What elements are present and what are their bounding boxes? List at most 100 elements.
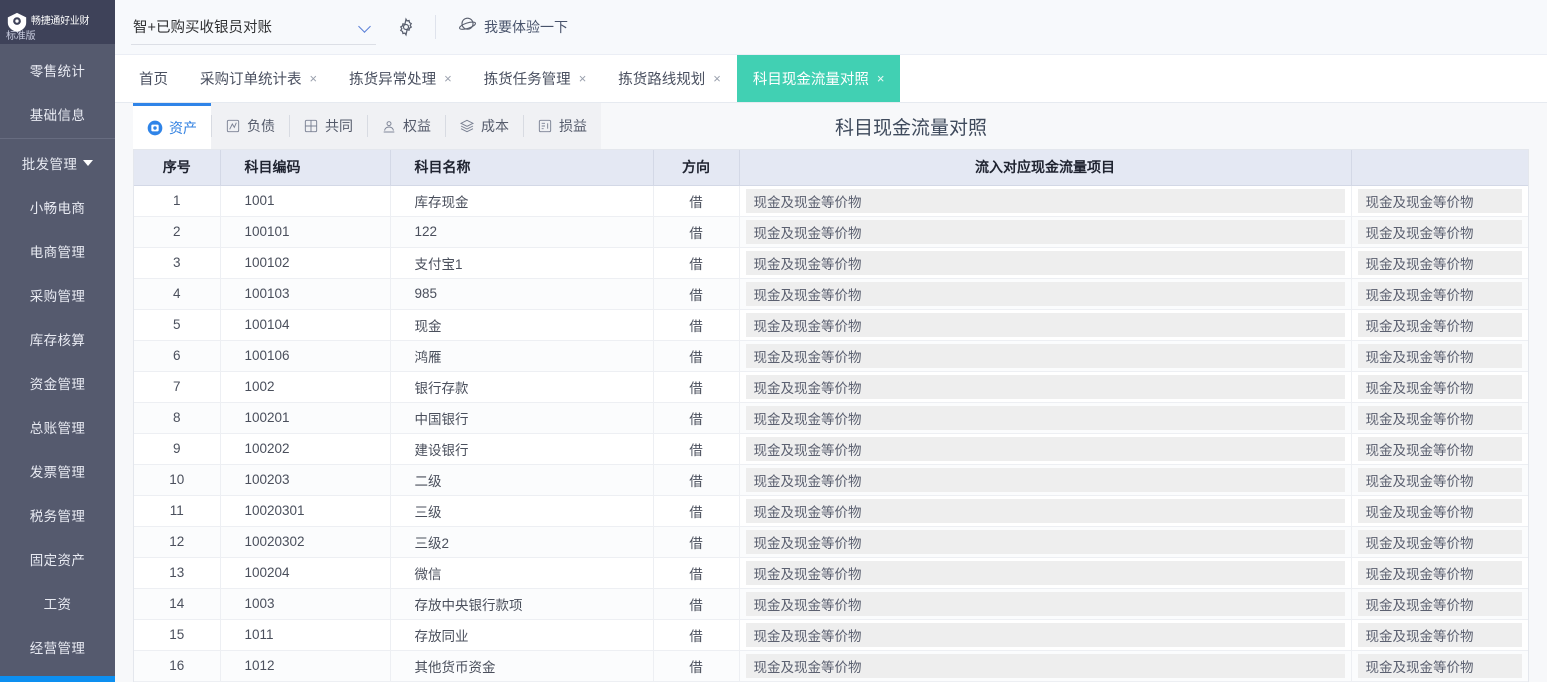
table-row[interactable]: 13 100204 微信借现金及现金等价物 现金及现金等价物 bbox=[134, 557, 1528, 589]
cell-outflow-item-input[interactable]: 现金及现金等价物 bbox=[1357, 405, 1522, 430]
tab-label: 采购订单统计表 bbox=[200, 72, 302, 88]
cell-inflow-item-input[interactable]: 现金及现金等价物 bbox=[745, 653, 1345, 678]
table-row[interactable]: 4 100103 985 借现金及现金等价物 现金及现金等价物 bbox=[134, 278, 1528, 310]
sidebar-item-基础信息[interactable]: 基础信息 bbox=[0, 92, 115, 136]
cell-inflow-item-input[interactable]: 现金及现金等价物 bbox=[745, 281, 1345, 306]
sidebar-nav: 零售统计 基础信息批发管理 小畅电商 电商管理 采购管理 库存核算 资金管理 总账管理发票管理… bbox=[0, 44, 115, 669]
cell-account-code: 100202 bbox=[220, 433, 391, 465]
cell-inflow-item-input[interactable]: 现金及现金等价物 bbox=[745, 467, 1345, 492]
table-row[interactable]: 7 1002 银行存款借现金及现金等价物 现金及现金等价物 bbox=[134, 371, 1528, 403]
cell-account-code: 1003 bbox=[220, 588, 391, 620]
cell-outflow-item-input[interactable]: 现金及现金等价物 bbox=[1357, 591, 1522, 616]
cell-direction: 借 bbox=[653, 526, 740, 558]
close-icon[interactable]: × bbox=[578, 71, 587, 86]
close-icon[interactable]: × bbox=[444, 71, 452, 86]
close-icon[interactable]: × bbox=[309, 71, 318, 86]
sidebar-item-label: 发票管理 bbox=[29, 465, 86, 480]
subtab-损益[interactable]: 损益 bbox=[523, 103, 601, 149]
sidebar-item-工资[interactable]: 工资 bbox=[0, 581, 115, 625]
table-row[interactable]: 2 100101 122 借现金及现金等价物 现金及现金等价物 bbox=[134, 216, 1528, 248]
cell-outflow-item-input[interactable]: 现金及现金等价物 bbox=[1357, 498, 1522, 523]
cell-inflow-item-input[interactable]: 现金及现金等价物 bbox=[745, 622, 1345, 647]
tab-首页[interactable]: 首页 bbox=[123, 55, 184, 102]
org-select[interactable]: 智+已购买收银员对账 bbox=[131, 10, 376, 45]
subtab-权益[interactable]: 权益 bbox=[367, 103, 445, 149]
table-row[interactable]: 10 100203 二级借现金及现金等价物 现金及现金等价物 bbox=[134, 464, 1528, 496]
cell-index: 2 bbox=[134, 216, 221, 248]
subtab-资产[interactable]: 资产 bbox=[133, 103, 211, 149]
table-row[interactable]: 11 10020301 三级借现金及现金等价物 现金及现金等价物 bbox=[134, 495, 1528, 527]
tab-label: 科目现金流量对照 bbox=[752, 72, 869, 88]
cell-inflow-item-input[interactable]: 现金及现金等价物 bbox=[745, 188, 1345, 213]
tab-拣货路线规划[interactable]: 拣货路线规划 × bbox=[602, 55, 737, 102]
tab-科目现金流量对照[interactable]: 科目现金流量对照 × bbox=[736, 55, 901, 102]
cell-inflow-item-input[interactable]: 现金及现金等价物 bbox=[745, 560, 1345, 585]
cell-inflow-item-input[interactable]: 现金及现金等价物 bbox=[745, 591, 1345, 616]
cell-inflow-item-input[interactable]: 现金及现金等价物 bbox=[745, 405, 1345, 430]
cell-outflow-item-input[interactable]: 现金及现金等价物 bbox=[1357, 560, 1522, 585]
cell-outflow-item-input[interactable]: 现金及现金等价物 bbox=[1357, 622, 1522, 647]
cell-inflow-item-input[interactable]: 现金及现金等价物 bbox=[745, 343, 1345, 368]
cell-account-code: 1001 bbox=[220, 185, 391, 217]
sidebar-item-采购管理[interactable]: 采购管理 bbox=[0, 273, 115, 317]
sidebar-item-经营管理[interactable]: 经营管理 bbox=[0, 625, 115, 669]
sidebar-item-总账管理[interactable]: 总账管理 bbox=[0, 405, 115, 449]
sidebar-item-批发管理[interactable]: 批发管理 bbox=[0, 141, 115, 185]
sidebar-item-发票管理[interactable]: 发票管理 bbox=[0, 449, 115, 493]
cell-inflow-item-input[interactable]: 现金及现金等价物 bbox=[745, 529, 1345, 554]
sidebar-item-库存核算[interactable]: 库存核算 bbox=[0, 317, 115, 361]
cell-inflow-item-input[interactable]: 现金及现金等价物 bbox=[745, 250, 1345, 275]
subtab-负债[interactable]: 负债 bbox=[211, 103, 289, 149]
cell-outflow-item-input[interactable]: 现金及现金等价物 bbox=[1357, 653, 1522, 678]
cell-outflow-item-input[interactable]: 现金及现金等价物 bbox=[1357, 188, 1522, 213]
table-row[interactable]: 12 10020302 三级2 借现金及现金等价物 现金及现金等价物 bbox=[134, 526, 1528, 558]
cell-inflow-item: 现金及现金等价物 bbox=[739, 216, 1352, 248]
table-row[interactable]: 8 100201 中国银行借现金及现金等价物 现金及现金等价物 bbox=[134, 402, 1528, 434]
cell-outflow-item-input[interactable]: 现金及现金等价物 bbox=[1357, 250, 1522, 275]
table-row[interactable]: 15 1011 存放同业借现金及现金等价物 现金及现金等价物 bbox=[134, 619, 1528, 651]
tab-拣货任务管理[interactable]: 拣货任务管理 × bbox=[468, 55, 603, 102]
close-icon[interactable]: × bbox=[876, 71, 885, 86]
table-row[interactable]: 9 100202 建设银行借现金及现金等价物 现金及现金等价物 bbox=[134, 433, 1528, 465]
sidebar-item-资金管理[interactable]: 资金管理 bbox=[0, 361, 115, 405]
cell-direction: 借 bbox=[653, 247, 740, 279]
close-icon[interactable]: × bbox=[713, 71, 721, 86]
cell-outflow-item-input[interactable]: 现金及现金等价物 bbox=[1357, 374, 1522, 399]
gear-icon[interactable] bbox=[395, 16, 417, 38]
table-row[interactable]: 1 1001 库存现金借现金及现金等价物 现金及现金等价物 bbox=[134, 185, 1528, 217]
cell-outflow-item-input[interactable]: 现金及现金等价物 bbox=[1357, 312, 1522, 337]
subtab-共同[interactable]: 共同 bbox=[289, 103, 367, 149]
table-row[interactable]: 3 100102 支付宝1 借现金及现金等价物 现金及现金等价物 bbox=[134, 247, 1528, 279]
subtab-成本[interactable]: 成本 bbox=[445, 103, 523, 149]
sidebar-scrollbar[interactable] bbox=[0, 676, 115, 682]
account-category-tabs: 资产 负债 共同 权益 成本 损益 bbox=[133, 103, 601, 149]
table-row[interactable]: 5 100104 现金借现金及现金等价物 现金及现金等价物 bbox=[134, 309, 1528, 341]
column-header-科目名称: 科目名称 bbox=[390, 150, 654, 186]
tab-采购订单统计表[interactable]: 采购订单统计表 × bbox=[184, 55, 333, 102]
table-row[interactable]: 16 1012 其他货币资金借现金及现金等价物 现金及现金等价物 bbox=[134, 650, 1528, 682]
cell-outflow-item-input[interactable]: 现金及现金等价物 bbox=[1357, 343, 1522, 368]
tab-拣货异常处理[interactable]: 拣货异常处理 × bbox=[333, 55, 468, 102]
cell-inflow-item-input[interactable]: 现金及现金等价物 bbox=[745, 312, 1345, 337]
sidebar-item-固定资产[interactable]: 固定资产 bbox=[0, 537, 115, 581]
cell-outflow-item-input[interactable]: 现金及现金等价物 bbox=[1357, 529, 1522, 554]
cell-inflow-item-input[interactable]: 现金及现金等价物 bbox=[745, 498, 1345, 523]
cell-outflow-item-input[interactable]: 现金及现金等价物 bbox=[1357, 219, 1522, 244]
sidebar-item-小畅电商[interactable]: 小畅电商 bbox=[0, 185, 115, 229]
cell-account-name: 银行存款 bbox=[390, 371, 654, 403]
table-row[interactable]: 6 100106 鸿雁借现金及现金等价物 现金及现金等价物 bbox=[134, 340, 1528, 372]
cell-account-name: 支付宝1 bbox=[390, 247, 654, 279]
table-row[interactable]: 14 1003 存放中央银行款项借现金及现金等价物 现金及现金等价物 bbox=[134, 588, 1528, 620]
experience-button[interactable]: 我要体验一下 bbox=[458, 15, 568, 39]
cell-outflow-item-input[interactable]: 现金及现金等价物 bbox=[1357, 281, 1522, 306]
cell-outflow-item-input[interactable]: 现金及现金等价物 bbox=[1357, 436, 1522, 461]
sidebar-item-零售统计[interactable]: 零售统计 bbox=[0, 48, 115, 92]
cell-outflow-item: 现金及现金等价物 bbox=[1351, 185, 1528, 217]
cell-inflow-item-input[interactable]: 现金及现金等价物 bbox=[745, 374, 1345, 399]
cell-inflow-item-input[interactable]: 现金及现金等价物 bbox=[745, 219, 1345, 244]
sidebar-item-税务管理[interactable]: 税务管理 bbox=[0, 493, 115, 537]
cell-outflow-item: 现金及现金等价物 bbox=[1351, 495, 1528, 527]
cell-outflow-item-input[interactable]: 现金及现金等价物 bbox=[1357, 467, 1522, 492]
cell-inflow-item-input[interactable]: 现金及现金等价物 bbox=[745, 436, 1345, 461]
sidebar-item-电商管理[interactable]: 电商管理 bbox=[0, 229, 115, 273]
